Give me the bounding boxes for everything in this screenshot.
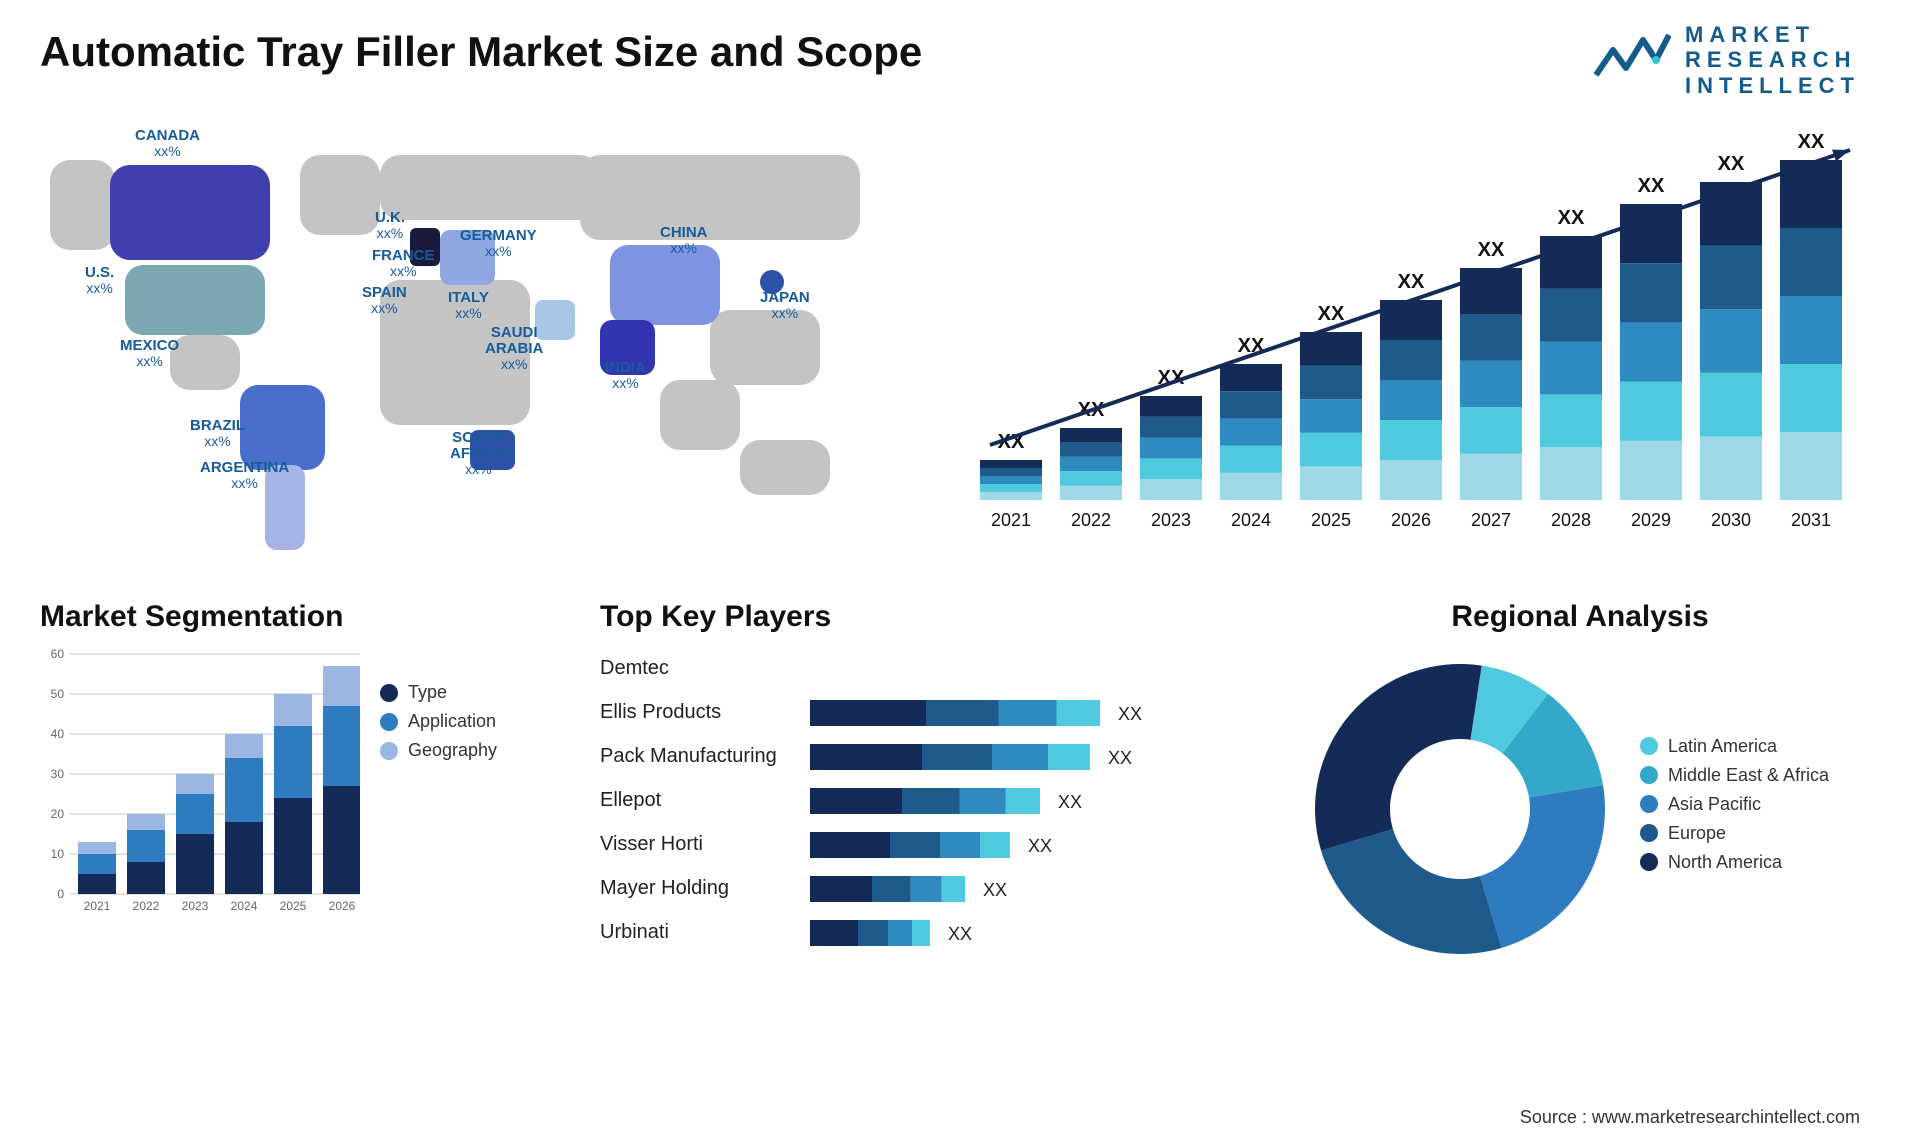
segmentation-title: Market Segmentation	[40, 600, 560, 634]
regional-analysis-section: Regional Analysis Latin America Middle Ea…	[1300, 600, 1860, 964]
svg-text:2022: 2022	[1071, 510, 1111, 530]
players-title: Top Key Players	[600, 600, 1240, 634]
svg-text:60: 60	[51, 647, 65, 661]
regional-legend: Latin America Middle East & Africa Asia Pa…	[1640, 728, 1829, 881]
svg-text:Ellis Products: Ellis Products	[600, 701, 721, 723]
market-growth-chart: XX 2021 XX 2022 XX 2023 XX 2024 XX 2025 XX 2026 XX 20…	[960, 130, 1860, 550]
map-label-spain: SPAINxx%	[362, 285, 407, 315]
svg-text:10: 10	[51, 847, 65, 861]
svg-text:2025: 2025	[280, 899, 307, 913]
map-label-italy: ITALYxx%	[448, 290, 489, 320]
svg-text:Visser Horti: Visser Horti	[600, 833, 703, 855]
svg-text:XX: XX	[1558, 207, 1585, 229]
map-label-south-africa: SOUTHAFRICAxx%	[450, 430, 507, 476]
svg-text:2026: 2026	[329, 899, 356, 913]
svg-text:30: 30	[51, 767, 65, 781]
source-text: Source : www.marketresearchintellect.com	[1520, 1107, 1860, 1128]
svg-text:2027: 2027	[1471, 510, 1511, 530]
svg-text:2028: 2028	[1551, 510, 1591, 530]
svg-text:XX: XX	[1718, 153, 1745, 175]
svg-text:40: 40	[51, 727, 65, 741]
svg-text:XX: XX	[1318, 303, 1345, 325]
map-label-canada: CANADAxx%	[135, 128, 200, 158]
svg-text:2023: 2023	[1151, 510, 1191, 530]
svg-text:XX: XX	[1798, 131, 1825, 153]
svg-text:XX: XX	[1058, 792, 1082, 812]
svg-text:2031: 2031	[1791, 510, 1831, 530]
svg-text:Ellepot: Ellepot	[600, 789, 662, 811]
region-legend-latin-america: Latin America	[1640, 736, 1829, 757]
regional-title: Regional Analysis	[1300, 600, 1860, 634]
map-label-brazil: BRAZILxx%	[190, 418, 245, 448]
svg-text:XX: XX	[1118, 704, 1142, 724]
svg-text:XX: XX	[1398, 271, 1425, 293]
svg-text:2024: 2024	[1231, 510, 1271, 530]
players-chart: Demtec Ellis Products XX Pack Manufacturing…	[600, 644, 1240, 974]
svg-text:2026: 2026	[1391, 510, 1431, 530]
region-legend-middle-east-africa: Middle East & Africa	[1640, 765, 1829, 786]
svg-text:2024: 2024	[231, 899, 258, 913]
seg-legend-type: Type	[380, 682, 497, 703]
brand-logo: MARKET RESEARCH INTELLECT	[1591, 22, 1860, 98]
map-label-china: CHINAxx%	[660, 225, 708, 255]
region-legend-europe: Europe	[1640, 823, 1829, 844]
svg-text:50: 50	[51, 687, 65, 701]
page-title: Automatic Tray Filler Market Size and Sc…	[40, 28, 922, 76]
map-label-argentina: ARGENTINAxx%	[200, 460, 289, 490]
map-label-france: FRANCExx%	[372, 248, 435, 278]
svg-text:Demtec: Demtec	[600, 657, 669, 679]
key-players-section: Top Key Players Demtec Ellis Products XX Pa…	[600, 600, 1240, 979]
svg-text:XX: XX	[1028, 836, 1052, 856]
map-label-u-k-: U.K.xx%	[375, 210, 405, 240]
svg-text:Urbinati: Urbinati	[600, 921, 669, 943]
svg-text:2029: 2029	[1631, 510, 1671, 530]
map-label-saudi-arabia: SAUDIARABIAxx%	[485, 325, 543, 371]
map-label-japan: JAPANxx%	[760, 290, 810, 320]
svg-text:2022: 2022	[133, 899, 160, 913]
region-legend-north-america: North America	[1640, 852, 1829, 873]
seg-legend-geography: Geography	[380, 740, 497, 761]
world-map: CANADAxx% U.S.xx% MEXICOxx% BRAZILxx% ARGENT…	[40, 110, 880, 550]
map-label-germany: GERMANYxx%	[460, 228, 537, 258]
svg-text:2030: 2030	[1711, 510, 1751, 530]
map-label-mexico: MEXICOxx%	[120, 338, 179, 368]
svg-text:2023: 2023	[182, 899, 209, 913]
svg-text:0: 0	[57, 887, 64, 901]
logo-icon	[1591, 30, 1671, 90]
logo-text: MARKET RESEARCH INTELLECT	[1685, 22, 1860, 98]
regional-donut	[1300, 644, 1620, 964]
svg-text:XX: XX	[1478, 239, 1505, 261]
svg-text:2021: 2021	[991, 510, 1031, 530]
svg-text:Pack Manufacturing: Pack Manufacturing	[600, 745, 777, 767]
svg-text:2025: 2025	[1311, 510, 1351, 530]
map-label-india: INDIAxx%	[605, 360, 646, 390]
seg-legend-application: Application	[380, 711, 497, 732]
segmentation-chart: 0 10 20 30 40 50 60 2021 2022 2023 2024 2025 2026	[40, 644, 360, 924]
svg-text:XX: XX	[1638, 175, 1665, 197]
svg-text:XX: XX	[1108, 748, 1132, 768]
svg-text:20: 20	[51, 807, 65, 821]
segmentation-legend: Type Application Geography	[380, 674, 497, 769]
map-label-u-s-: U.S.xx%	[85, 265, 114, 295]
region-legend-asia-pacific: Asia Pacific	[1640, 794, 1829, 815]
svg-text:XX: XX	[948, 924, 972, 944]
market-segmentation-section: Market Segmentation 0 10 20 30 40 50 60 2021 202…	[40, 600, 560, 924]
svg-text:XX: XX	[983, 880, 1007, 900]
svg-text:Mayer Holding: Mayer Holding	[600, 877, 729, 899]
svg-text:2021: 2021	[84, 899, 111, 913]
